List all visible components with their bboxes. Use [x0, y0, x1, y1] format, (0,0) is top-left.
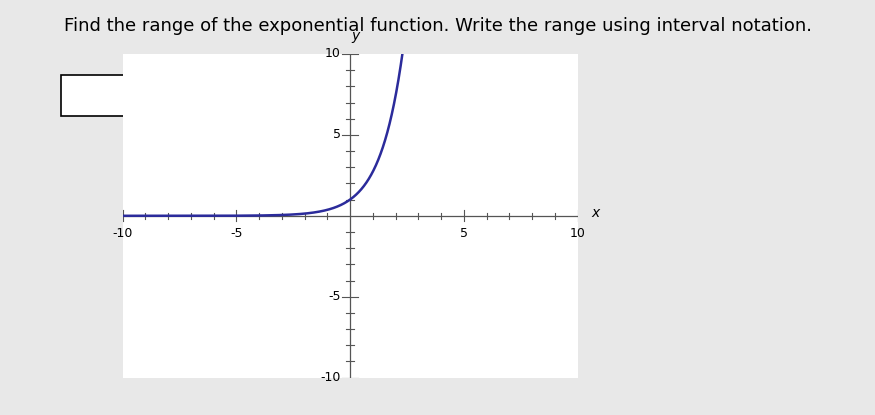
Bar	[61, 75, 166, 116]
Text: 10: 10	[570, 227, 585, 240]
Text: -5: -5	[328, 290, 341, 303]
Text: -10: -10	[112, 227, 133, 240]
Text: y: y	[352, 29, 360, 43]
Text: 5: 5	[459, 227, 468, 240]
Text: 10: 10	[325, 47, 341, 61]
Text: 5: 5	[332, 128, 341, 142]
Text: x: x	[592, 206, 599, 220]
Text: Find the range of the exponential function. Write the range using interval notat: Find the range of the exponential functi…	[64, 17, 811, 34]
Text: -5: -5	[230, 227, 242, 240]
Text: -10: -10	[320, 371, 341, 384]
